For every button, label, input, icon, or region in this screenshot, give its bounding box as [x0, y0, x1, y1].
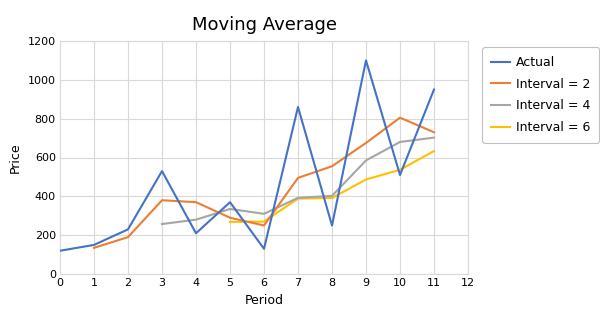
Actual — [295, 105, 302, 109]
Actual — [124, 227, 131, 231]
Actual — [260, 247, 268, 251]
Actual — [56, 249, 64, 253]
Line: Interval = 6: Interval = 6 — [230, 151, 434, 222]
Line: Interval = 2: Interval = 2 — [94, 118, 434, 248]
Interval = 6 — [362, 178, 370, 181]
Interval = 2 — [158, 198, 166, 202]
Interval = 4 — [328, 194, 335, 198]
Interval = 2 — [430, 130, 437, 134]
Interval = 6 — [328, 196, 335, 200]
Interval = 4 — [158, 222, 166, 226]
Interval = 2 — [328, 164, 335, 168]
Interval = 4 — [226, 207, 233, 211]
Interval = 4 — [430, 136, 437, 140]
Interval = 2 — [295, 176, 302, 180]
Actual — [328, 224, 335, 227]
Actual — [226, 200, 233, 204]
Interval = 2 — [91, 246, 98, 250]
Interval = 6 — [430, 149, 437, 153]
Line: Actual: Actual — [60, 60, 434, 251]
Actual — [91, 243, 98, 247]
Actual — [397, 173, 404, 177]
Interval = 4 — [397, 140, 404, 144]
Actual — [362, 59, 370, 62]
Title: Moving Average: Moving Average — [191, 16, 337, 34]
Actual — [430, 88, 437, 91]
Interval = 6 — [397, 168, 404, 172]
Interval = 4 — [193, 218, 200, 221]
Line: Interval = 4: Interval = 4 — [162, 138, 434, 224]
Y-axis label: Price: Price — [9, 142, 22, 173]
Actual — [158, 169, 166, 173]
Actual — [193, 231, 200, 235]
Interval = 4 — [295, 196, 302, 200]
Interval = 2 — [226, 216, 233, 220]
Interval = 2 — [193, 200, 200, 204]
Interval = 6 — [295, 197, 302, 201]
Interval = 4 — [260, 212, 268, 216]
Interval = 2 — [260, 224, 268, 227]
Interval = 2 — [362, 141, 370, 145]
X-axis label: Period: Period — [245, 294, 284, 307]
Interval = 2 — [124, 235, 131, 239]
Interval = 6 — [260, 220, 268, 224]
Interval = 4 — [362, 158, 370, 162]
Interval = 2 — [397, 116, 404, 120]
Legend: Actual, Interval = 2, Interval = 4, Interval = 6: Actual, Interval = 2, Interval = 4, Inte… — [482, 47, 599, 143]
Interval = 6 — [226, 220, 233, 224]
